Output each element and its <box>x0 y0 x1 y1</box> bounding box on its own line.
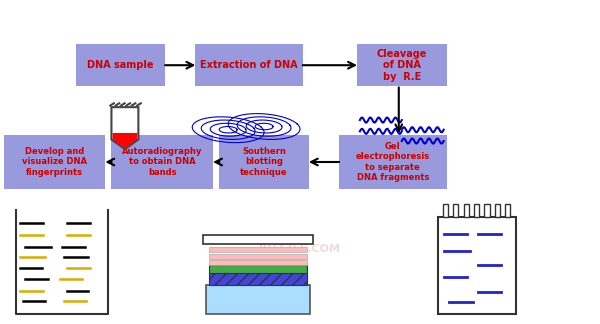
Text: Gel
electrophoresis
to separate
DNA fragments: Gel electrophoresis to separate DNA frag… <box>356 142 430 182</box>
Polygon shape <box>112 107 139 149</box>
FancyBboxPatch shape <box>112 134 213 190</box>
FancyBboxPatch shape <box>443 204 448 217</box>
Text: Cleavage
of DNA
by  R.E: Cleavage of DNA by R.E <box>377 49 427 82</box>
Polygon shape <box>113 133 137 148</box>
FancyBboxPatch shape <box>339 134 446 190</box>
FancyBboxPatch shape <box>219 134 309 190</box>
FancyBboxPatch shape <box>437 217 515 314</box>
FancyBboxPatch shape <box>209 260 307 265</box>
FancyBboxPatch shape <box>195 44 303 86</box>
FancyBboxPatch shape <box>4 134 106 190</box>
FancyBboxPatch shape <box>209 273 307 284</box>
FancyBboxPatch shape <box>206 284 310 314</box>
Text: Develop and
visualize DNA
fingerprints: Develop and visualize DNA fingerprints <box>22 147 87 177</box>
Text: DNA sample: DNA sample <box>87 60 154 70</box>
FancyBboxPatch shape <box>484 204 490 217</box>
FancyBboxPatch shape <box>453 204 458 217</box>
FancyBboxPatch shape <box>76 44 166 86</box>
Text: Autoradiography
to obtain DNA
bands: Autoradiography to obtain DNA bands <box>122 147 203 177</box>
FancyBboxPatch shape <box>474 204 479 217</box>
FancyBboxPatch shape <box>505 204 511 217</box>
FancyBboxPatch shape <box>357 44 446 86</box>
FancyBboxPatch shape <box>209 265 307 273</box>
FancyBboxPatch shape <box>209 254 307 259</box>
Text: Extraction of DNA: Extraction of DNA <box>200 60 298 70</box>
Text: Southern
blotting
technique: Southern blotting technique <box>240 147 288 177</box>
FancyBboxPatch shape <box>209 248 307 252</box>
FancyBboxPatch shape <box>464 204 469 217</box>
Text: BUZZLE.COM: BUZZLE.COM <box>260 244 341 254</box>
FancyBboxPatch shape <box>495 204 500 217</box>
FancyBboxPatch shape <box>203 235 313 244</box>
